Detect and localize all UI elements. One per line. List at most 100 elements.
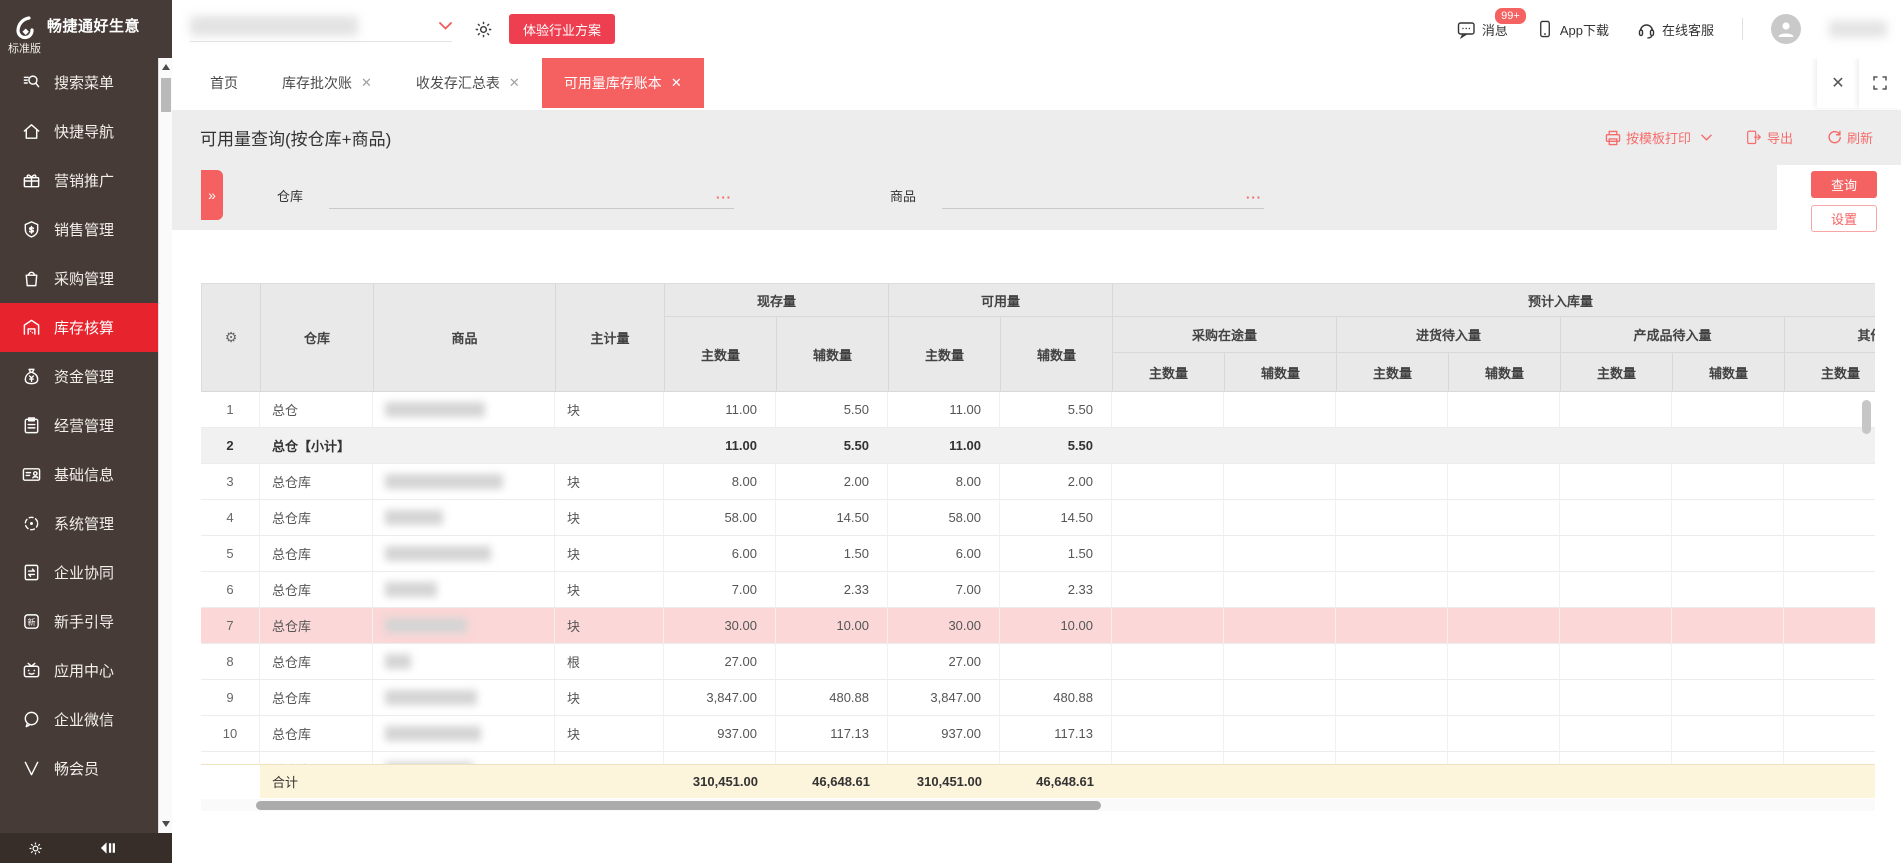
cell-empty (1672, 680, 1784, 715)
sidebar-item-money-bag[interactable]: 资金管理 (0, 352, 158, 401)
filter-buttons: 查询 设置 (1811, 171, 1877, 232)
app-download-button[interactable]: App下载 (1536, 20, 1609, 39)
tab-stock-batch[interactable]: 库存批次账 ✕ (282, 75, 372, 91)
message-icon (1457, 20, 1476, 39)
sidebar-item-label: 快捷导航 (54, 124, 115, 141)
sidebar-item-sales-badge[interactable]: 销售管理 (0, 205, 158, 254)
query-button[interactable]: 查询 (1811, 171, 1877, 198)
cell-empty (1112, 644, 1224, 679)
tab-inout-summary[interactable]: 收发存汇总表 ✕ (415, 75, 520, 91)
tab-available-ledger[interactable]: 可用量库存账本 ✕ (541, 58, 704, 108)
cell-stock-main: 27.00 (664, 644, 776, 679)
table-row[interactable]: 7 总仓库块 30.00 10.00 30.00 10.00 (201, 608, 1875, 644)
product-name-redacted (385, 510, 443, 525)
more-dots-icon[interactable]: ··· (1246, 190, 1263, 205)
tab-home[interactable]: 首页 (210, 75, 238, 91)
sidebar-item-id-card[interactable]: 基础信息 (0, 450, 158, 499)
row-index: 6 (201, 572, 260, 607)
close-icon[interactable]: ✕ (361, 75, 372, 90)
app-center-icon (21, 661, 41, 681)
sidebar-item-collaboration[interactable]: 企业协同 (0, 548, 158, 597)
table-row[interactable]: 10 总仓库块 937.00 117.13 937.00 117.13 (201, 716, 1875, 752)
close-icon[interactable]: ✕ (508, 75, 520, 90)
sidebar-item-newbie[interactable]: 新 新手引导 (0, 597, 158, 646)
horizontal-scroll-thumb[interactable] (256, 801, 1101, 810)
sidebar-item-clipboard[interactable]: 经营管理 (0, 401, 158, 450)
messages-button[interactable]: 消息 99+ (1457, 5, 1528, 39)
trial-button[interactable]: 体验行业方案 (509, 14, 616, 44)
gear-icon[interactable] (474, 20, 493, 39)
sidebar-item-label: 畅会员 (54, 761, 100, 778)
table-row[interactable]: 3 总仓库块 8.00 2.00 8.00 2.00 (201, 464, 1875, 500)
collapse-sidebar-icon[interactable] (99, 841, 116, 855)
cell-warehouse: 总仓库 (260, 752, 373, 764)
horizontal-scrollbar[interactable] (201, 799, 1875, 811)
scroll-down-arrow-icon[interactable] (162, 821, 170, 827)
fullscreen-icon[interactable] (1859, 58, 1901, 108)
sidebar-item-system[interactable]: 系统管理 (0, 499, 158, 548)
table-body: 1 总仓块 11.00 5.50 11.00 5.50 2 总仓【小计】 11.00 5.50 11… (201, 392, 1875, 764)
sidebar-item-shopping-bag[interactable]: 采购管理 (0, 254, 158, 303)
page-title: 可用量查询(按仓库+商品) (200, 130, 392, 149)
cell-stock-aux: 5.50 (776, 428, 888, 463)
vertical-scroll-thumb[interactable] (1862, 400, 1871, 434)
gear-icon[interactable] (28, 841, 43, 856)
sidebar-item-app-center[interactable]: 应用中心 (0, 646, 158, 695)
cell-empty (1112, 464, 1224, 499)
sidebar-item-search[interactable]: 搜索菜单 (0, 58, 158, 107)
cell-product (373, 680, 555, 715)
avatar[interactable] (1771, 14, 1801, 44)
table-row[interactable]: 9 总仓库块 3,847.00 480.88 3,847.00 480.88 (201, 680, 1875, 716)
print-dropdown-chevron-icon[interactable] (1701, 134, 1712, 141)
cell-stock-main: 110.00 (664, 752, 776, 764)
cell-empty (1672, 500, 1784, 535)
table-row[interactable]: 2 总仓【小计】 11.00 5.50 11.00 5.50 (201, 428, 1875, 464)
row-index: 2 (201, 428, 260, 463)
table-row[interactable]: 8 总仓库根 27.00 27.00 (201, 644, 1875, 680)
product-name-redacted (385, 582, 437, 597)
group-other-incoming: 其他待入库量 (1785, 317, 1875, 353)
close-all-icon[interactable]: ✕ (1817, 58, 1859, 108)
sidebar-item-gift[interactable]: 营销推广 (0, 156, 158, 205)
cell-product (373, 500, 555, 535)
sidebar-item-member[interactable]: 畅会员 (0, 744, 158, 793)
cell-available-aux: 5.50 (1000, 428, 1112, 463)
table-row[interactable]: 6 总仓库块 7.00 2.33 7.00 2.33 (201, 572, 1875, 608)
cell-empty (1112, 716, 1224, 751)
search-icon (21, 73, 41, 93)
warehouse-filter-input[interactable]: ··· (329, 185, 735, 209)
settings-button[interactable]: 设置 (1811, 205, 1877, 232)
total-stock-aux: 46,648.61 (812, 774, 870, 789)
cell-unit: 块 (555, 572, 664, 607)
printer-icon (1605, 130, 1621, 146)
sidebar-item-home[interactable]: 快捷导航 (0, 107, 158, 156)
support-button[interactable]: 在线客服 (1637, 20, 1714, 39)
cell-warehouse: 总仓库 (260, 536, 373, 571)
cell-empty (1560, 428, 1672, 463)
sidebar-scroll-thumb[interactable] (161, 78, 171, 112)
product-filter-input[interactable]: ··· (942, 185, 1265, 209)
logo[interactable]: 畅捷通好生意 标准版 (0, 0, 172, 58)
app-download-label: App下载 (1559, 22, 1609, 38)
table-row[interactable]: 5 总仓库块 6.00 1.50 6.00 1.50 (201, 536, 1875, 572)
more-dots-icon[interactable]: ··· (716, 190, 733, 205)
table-row[interactable]: 1 总仓块 11.00 5.50 11.00 5.50 (201, 392, 1875, 428)
cell-stock-main: 58.00 (664, 500, 776, 535)
cell-warehouse: 总仓库 (260, 716, 373, 751)
close-icon[interactable]: ✕ (670, 75, 682, 90)
sidebar-item-wechat[interactable]: 企业微信 (0, 695, 158, 744)
sidebar-scrollbar[interactable] (158, 58, 172, 833)
collapse-filter-button[interactable]: » (201, 170, 223, 220)
cell-product (373, 428, 555, 463)
id-card-icon (21, 465, 41, 485)
table-row[interactable]: 4 总仓库块 58.00 14.50 58.00 14.50 (201, 500, 1875, 536)
warehouse-filter-label: 仓库 (277, 189, 304, 204)
scroll-up-arrow-icon[interactable] (162, 64, 170, 70)
company-selector[interactable] (190, 16, 452, 42)
export-button[interactable]: 导出 (1746, 128, 1793, 147)
column-settings-gear-icon[interactable]: ⚙ (202, 284, 261, 392)
print-button[interactable]: 按模板打印 (1605, 128, 1691, 147)
sidebar-item-warehouse[interactable]: 库存核算 (0, 303, 158, 352)
refresh-button[interactable]: 刷新 (1827, 128, 1873, 147)
